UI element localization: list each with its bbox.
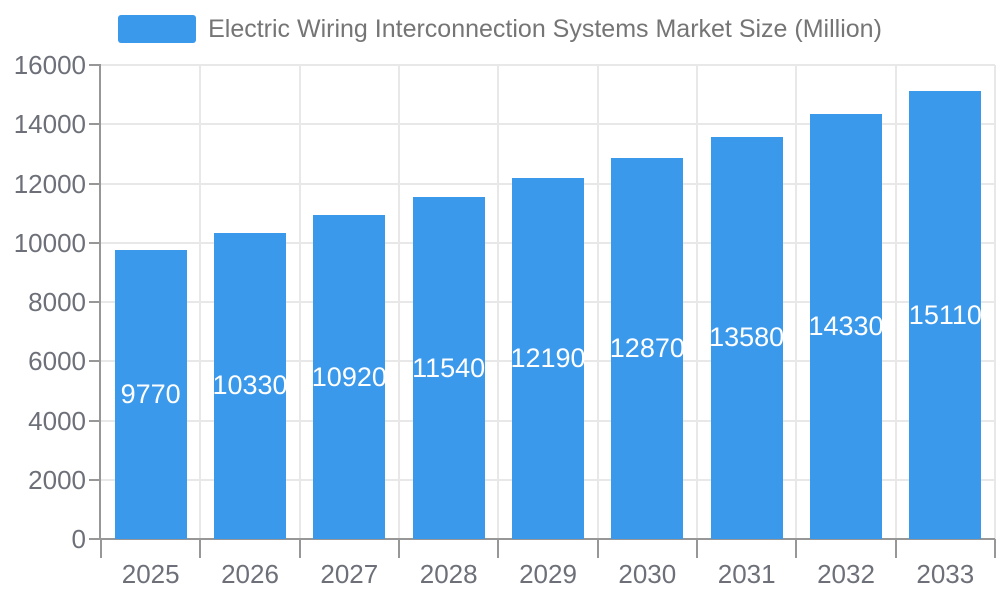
y-tick <box>89 538 101 540</box>
y-tick-label: 14000 <box>13 109 86 140</box>
bar: 12870 <box>609 157 685 539</box>
y-tick <box>89 241 101 244</box>
gridline-v <box>199 65 202 539</box>
y-tick-label: 10000 <box>13 227 86 258</box>
y-tick-label: 8000 <box>28 287 86 317</box>
bar-value-label: 15110 <box>908 299 982 330</box>
gridline-v <box>398 65 400 539</box>
y-tick <box>89 123 101 126</box>
x-tick-label: 2032 <box>817 559 875 589</box>
x-tick <box>100 539 102 558</box>
bar: 10920 <box>311 215 387 539</box>
gridline-v <box>497 65 500 539</box>
y-tick-label: 12000 <box>13 168 86 199</box>
bar-value-label: 12190 <box>510 342 586 373</box>
bar-value-label: 9770 <box>120 378 181 409</box>
bar: 11540 <box>412 197 486 539</box>
bar-value-label: 13580 <box>709 322 785 353</box>
bar-value-label: 10330 <box>212 370 288 401</box>
gridline-h <box>101 123 995 126</box>
y-tick-label: 4000 <box>28 405 86 436</box>
bar: 15110 <box>908 91 982 539</box>
y-tick <box>89 419 101 422</box>
x-tick-label: 2029 <box>519 559 577 589</box>
y-tick-label: 6000 <box>28 346 86 377</box>
gridline-v <box>596 65 599 539</box>
gridline-v <box>894 65 897 539</box>
y-tick <box>89 478 101 481</box>
bar: 10330 <box>212 232 288 539</box>
x-tick-label: 2026 <box>221 559 279 589</box>
y-tick <box>89 360 101 363</box>
bar: 14330 <box>808 114 884 539</box>
x-tick-label: 2033 <box>916 559 975 589</box>
legend-item[interactable]: Electric Wiring Interconnection Systems … <box>0 15 1000 43</box>
y-tick-label: 0 <box>71 524 86 554</box>
y-tick-label: 2000 <box>28 464 86 495</box>
x-tick <box>994 539 996 558</box>
x-tick-label: 2030 <box>618 559 677 589</box>
bar-value-label: 12870 <box>609 332 685 363</box>
x-tick-label: 2025 <box>121 559 180 589</box>
gridline-v <box>994 65 996 539</box>
y-tick <box>89 182 101 185</box>
gridline-v <box>696 65 698 539</box>
x-tick <box>696 539 698 558</box>
y-tick-label: 16000 <box>13 50 86 80</box>
gridline-v <box>795 65 798 539</box>
x-tick <box>298 539 301 558</box>
x-tick-label: 2028 <box>419 559 478 589</box>
legend-label[interactable]: Electric Wiring Interconnection Systems … <box>208 15 882 43</box>
x-tick-label: 2027 <box>320 559 379 589</box>
bar-value-label: 11540 <box>412 352 486 383</box>
gridline-v <box>298 65 301 539</box>
bar-value-label: 14330 <box>808 311 884 342</box>
x-tick-label: 2031 <box>717 559 776 589</box>
x-tick <box>497 539 500 558</box>
bar-value-label: 10920 <box>311 361 387 392</box>
x-tick <box>795 539 798 558</box>
y-axis-line <box>99 65 101 539</box>
bar: 12190 <box>510 177 586 539</box>
x-tick <box>199 539 202 558</box>
x-tick <box>596 539 599 558</box>
x-tick <box>894 539 897 558</box>
y-tick <box>89 301 101 303</box>
x-axis-line <box>99 538 995 540</box>
legend-swatch[interactable] <box>118 15 197 43</box>
x-tick <box>398 539 400 558</box>
bar: 9770 <box>114 249 187 539</box>
y-tick <box>89 64 101 66</box>
bar: 13580 <box>709 136 785 539</box>
gridline-h <box>101 64 995 66</box>
